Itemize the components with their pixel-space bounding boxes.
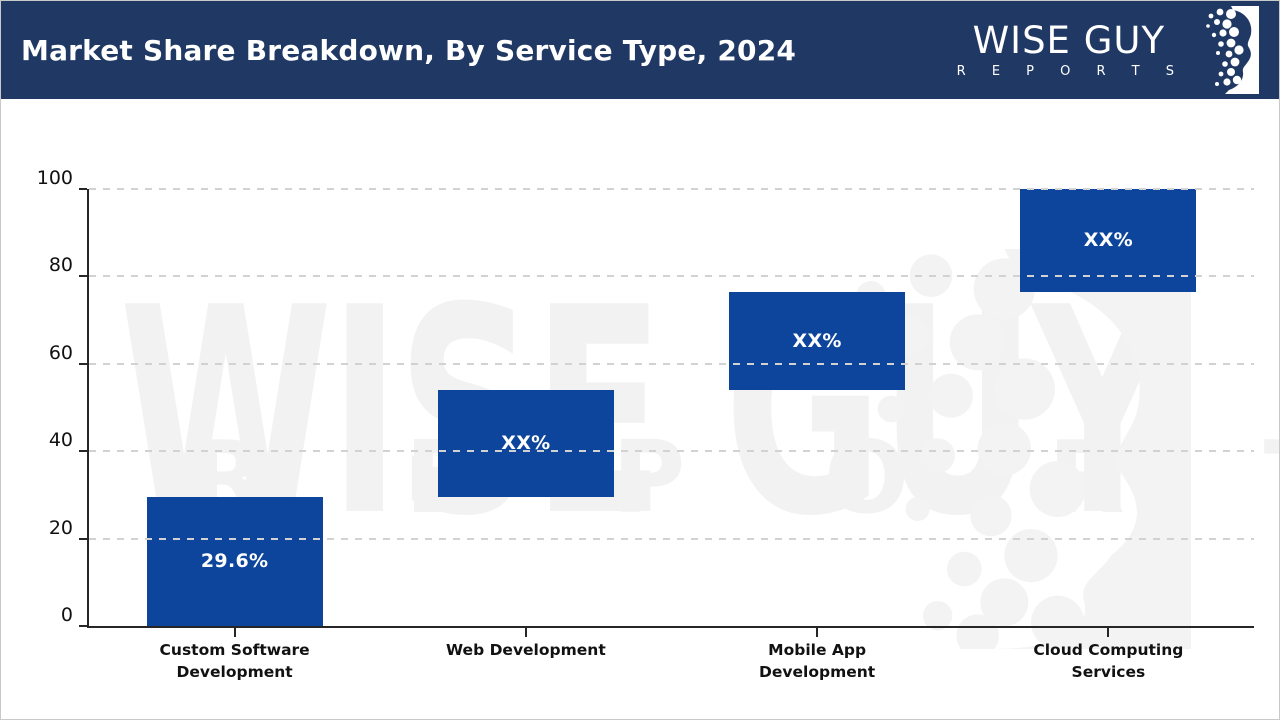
x-tick-mark bbox=[524, 628, 527, 637]
y-tick-mark bbox=[79, 362, 87, 365]
logo-wordmark-sub: R E P O R T S bbox=[956, 64, 1185, 79]
y-axis-line bbox=[87, 189, 89, 628]
wise-guy-logo: WISE GUY R E P O R T S bbox=[953, 6, 1259, 94]
header-bar: Market Share Breakdown, By Service Type,… bbox=[1, 1, 1279, 99]
y-tick-mark bbox=[79, 537, 87, 540]
waterfall-bar: XX% bbox=[437, 389, 614, 497]
category-label: Mobile App Development bbox=[759, 641, 876, 681]
y-tick-label: 80 bbox=[48, 254, 73, 277]
bar-value-label: 29.6% bbox=[200, 550, 269, 573]
logo-face-dots-icon bbox=[1206, 6, 1259, 94]
bar-value-label: XX% bbox=[1083, 229, 1133, 252]
x-axis-line bbox=[87, 626, 1254, 628]
category-label: Web Development bbox=[446, 641, 606, 659]
y-tick-mark bbox=[79, 188, 87, 190]
y-tick-label: 60 bbox=[48, 341, 73, 364]
category-label: Cloud Computing Services bbox=[1033, 641, 1184, 681]
logo-wordmark-main: WISE GUY bbox=[972, 19, 1166, 62]
category-label: Custom Software Development bbox=[159, 641, 310, 681]
y-tick-mark bbox=[79, 275, 87, 278]
gridline bbox=[89, 537, 1254, 540]
y-tick-mark bbox=[79, 625, 87, 627]
bar-value-label: XX% bbox=[792, 329, 842, 352]
logo-wordmark: WISE GUY R E P O R T S bbox=[953, 22, 1185, 78]
gridline bbox=[89, 450, 1254, 453]
x-tick-mark bbox=[816, 628, 819, 637]
bar-value-label: XX% bbox=[501, 432, 551, 455]
chart-title: Market Share Breakdown, By Service Type,… bbox=[21, 33, 797, 67]
watermark-text-reports: R E P O R T S bbox=[189, 419, 1279, 536]
y-tick-label: 0 bbox=[60, 604, 73, 626]
y-tick-label: 20 bbox=[48, 516, 73, 539]
x-tick-mark bbox=[233, 628, 236, 637]
y-tick-label: 100 bbox=[36, 167, 73, 189]
waterfall-bar: XX% bbox=[1020, 189, 1197, 292]
chart-region: WISE GUY R E P O R T S 02040608010029.6%… bbox=[1, 99, 1279, 719]
plot-area: 0 20 40 60 80 100 29.6% Custom Software Develop… bbox=[37, 167, 1254, 681]
gridline bbox=[89, 275, 1254, 278]
y-tick-label: 40 bbox=[48, 429, 73, 452]
x-tick-mark bbox=[1107, 628, 1110, 637]
waterfall-bar: 29.6% bbox=[146, 496, 323, 626]
y-tick-mark bbox=[79, 450, 87, 453]
waterfall-bar: XX% bbox=[729, 291, 906, 390]
gridline bbox=[89, 188, 1254, 190]
gridline bbox=[89, 362, 1254, 365]
